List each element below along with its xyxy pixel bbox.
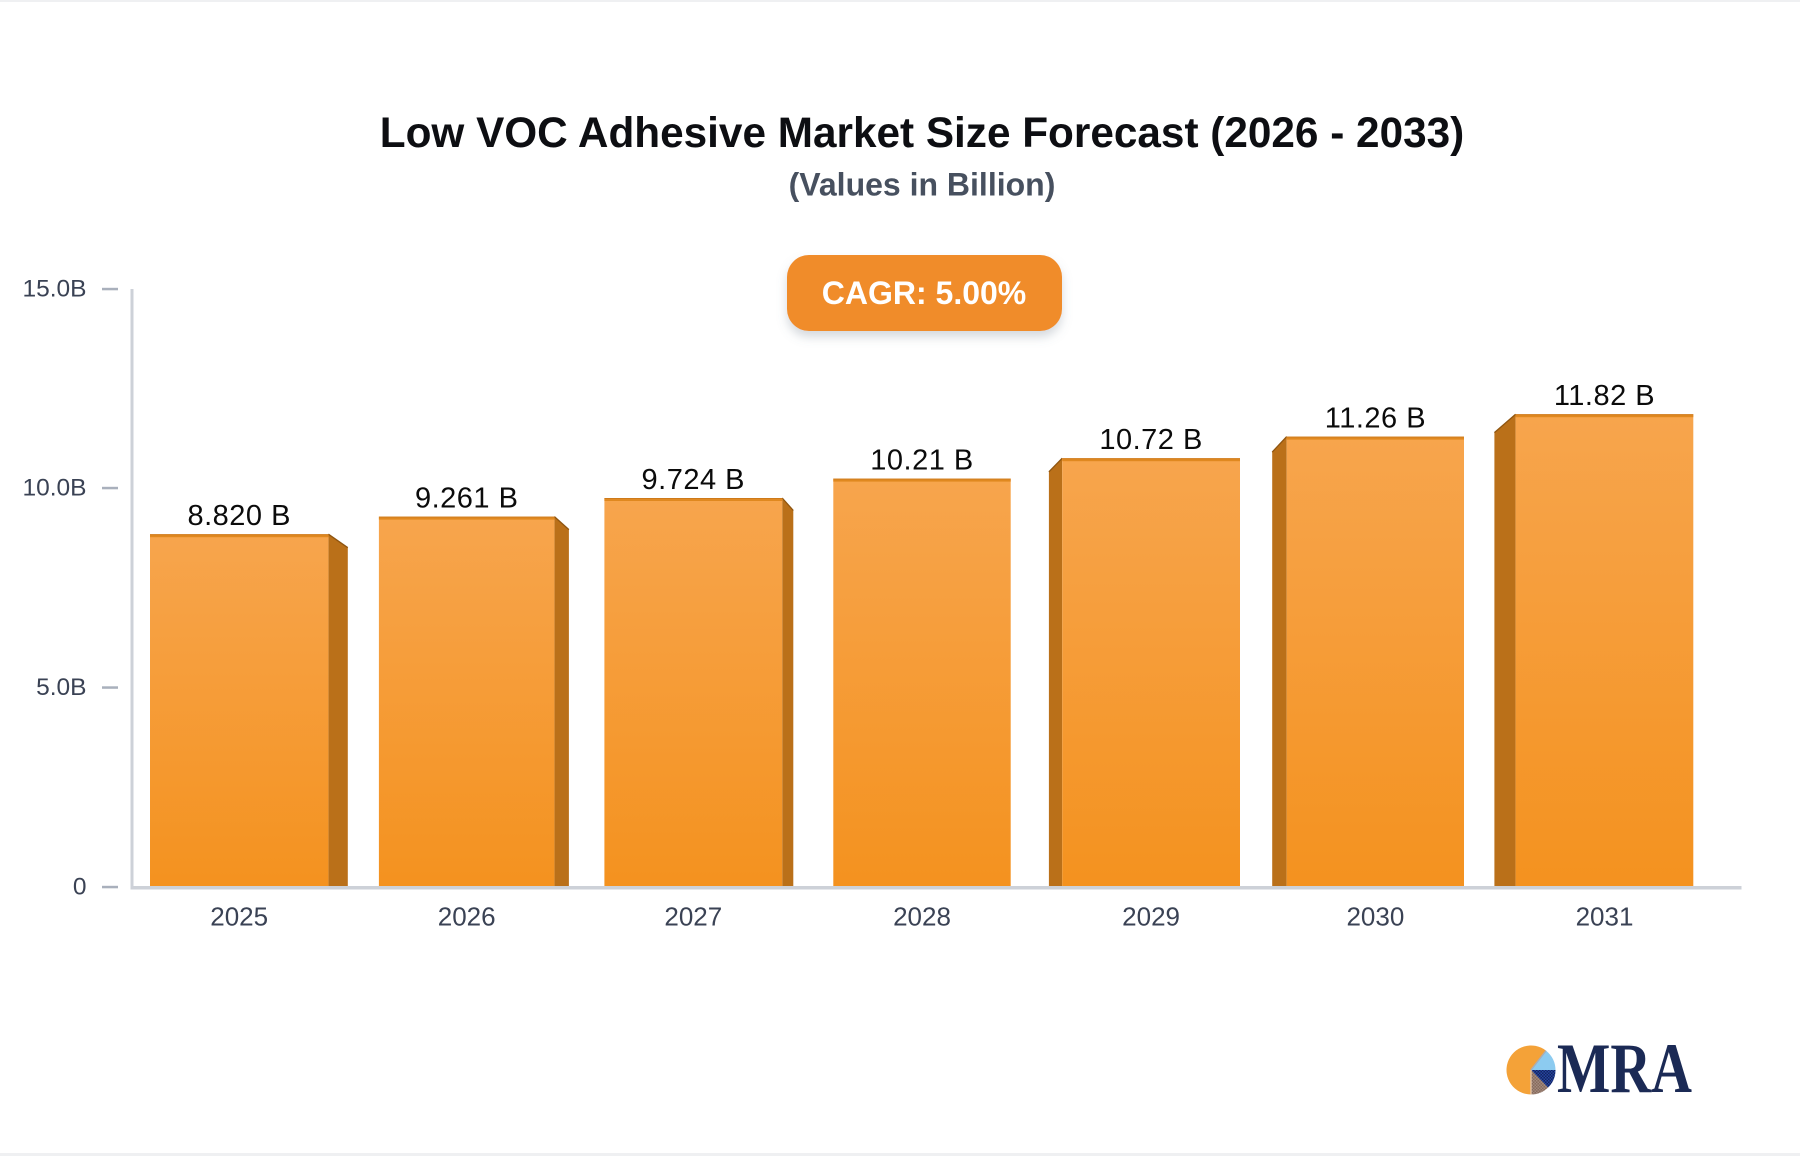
- svg-text:10.0B: 10.0B: [22, 474, 86, 501]
- svg-text:0: 0: [73, 873, 87, 900]
- svg-text:2030: 2030: [1346, 902, 1404, 932]
- svg-text:11.26 B: 11.26 B: [1325, 403, 1426, 435]
- svg-text:2031: 2031: [1576, 902, 1634, 932]
- svg-text:9.261 B: 9.261 B: [415, 483, 518, 515]
- svg-text:9.724 B: 9.724 B: [642, 464, 745, 496]
- svg-text:2025: 2025: [210, 902, 268, 932]
- svg-text:11.82 B: 11.82 B: [1554, 380, 1655, 412]
- svg-text:8.820 B: 8.820 B: [187, 500, 290, 532]
- svg-text:10.21 B: 10.21 B: [870, 445, 973, 477]
- svg-text:CAGR: 5.00%: CAGR: 5.00%: [822, 275, 1027, 311]
- svg-text:(Values in Billion): (Values in Billion): [789, 167, 1056, 203]
- svg-text:2029: 2029: [1122, 902, 1180, 932]
- svg-text:2026: 2026: [438, 902, 496, 932]
- svg-text:2027: 2027: [664, 902, 722, 932]
- svg-text:15.0B: 15.0B: [22, 275, 86, 302]
- svg-text:Low VOC Adhesive Market Size F: Low VOC Adhesive Market Size Forecast (2…: [380, 109, 1464, 156]
- svg-text:MRA: MRA: [1557, 1030, 1692, 1108]
- svg-text:5.0B: 5.0B: [36, 674, 86, 701]
- svg-text:2028: 2028: [893, 902, 951, 932]
- svg-text:10.72 B: 10.72 B: [1099, 424, 1202, 456]
